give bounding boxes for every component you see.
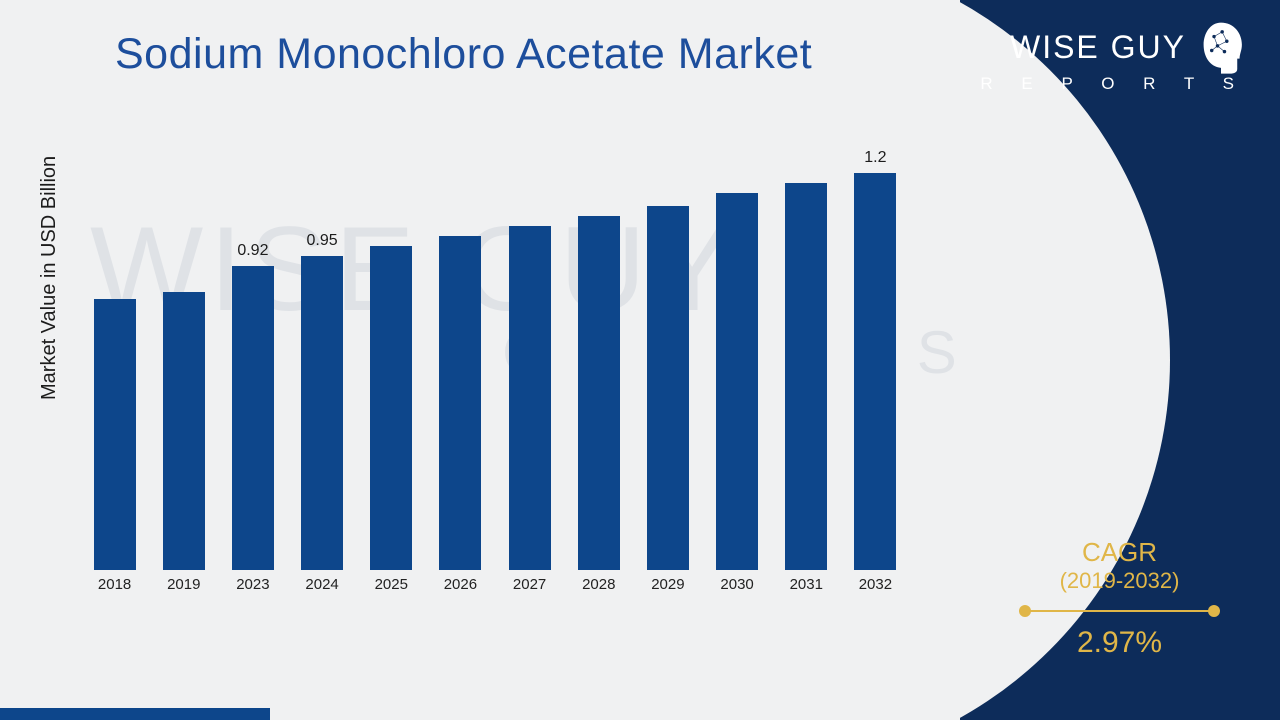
footer-accent-bar bbox=[0, 708, 270, 720]
brand-logo: WISE GUY R E P O R T S bbox=[980, 18, 1250, 94]
bar bbox=[716, 193, 758, 570]
bar-value-label: 0.95 bbox=[292, 232, 352, 250]
chart-title: Sodium Monochloro Acetate Market bbox=[115, 30, 812, 79]
logo-main-row: WISE GUY bbox=[980, 18, 1250, 76]
logo-text-main: WISE GUY bbox=[1010, 29, 1186, 66]
logo-text-sub: R E P O R T S bbox=[980, 74, 1246, 94]
bar-value-label: 1.2 bbox=[845, 149, 905, 167]
bar bbox=[94, 299, 136, 570]
bar-value-label: 0.92 bbox=[223, 242, 283, 260]
x-tick-label: 2019 bbox=[167, 576, 200, 593]
bar bbox=[647, 206, 689, 570]
x-tick-label: 2028 bbox=[582, 576, 615, 593]
bar bbox=[854, 173, 896, 570]
bar bbox=[301, 256, 343, 570]
head-icon bbox=[1192, 18, 1250, 76]
x-tick-label: 2024 bbox=[305, 576, 338, 593]
cagr-value: 2.97% bbox=[1007, 626, 1232, 660]
x-tick-label: 2026 bbox=[444, 576, 477, 593]
bar bbox=[439, 236, 481, 570]
x-tick-label: 2023 bbox=[236, 576, 269, 593]
plot-area: 0.92 0.95 1.2 bbox=[80, 140, 910, 570]
cagr-panel: CAGR (2019-2032) 2.97% bbox=[1007, 537, 1232, 660]
x-tick-label: 2030 bbox=[720, 576, 753, 593]
x-tick-label: 2027 bbox=[513, 576, 546, 593]
cagr-range: (2019-2032) bbox=[1007, 568, 1232, 594]
bar bbox=[509, 226, 551, 570]
chart-canvas: WISE GUY R E P O R T S Sodium Monochloro… bbox=[0, 0, 1280, 720]
bar bbox=[163, 292, 205, 570]
bar-chart: 0.92 0.95 1.2 2018 2019 2023 2024 2025 2026 2027… bbox=[80, 140, 910, 600]
x-tick-label: 2018 bbox=[98, 576, 131, 593]
x-tick-label: 2032 bbox=[859, 576, 892, 593]
bar bbox=[370, 246, 412, 570]
bar bbox=[578, 216, 620, 570]
bar bbox=[785, 183, 827, 570]
x-tick-label: 2029 bbox=[651, 576, 684, 593]
x-tick-label: 2031 bbox=[790, 576, 823, 593]
x-tick-label: 2025 bbox=[375, 576, 408, 593]
cagr-label: CAGR bbox=[1007, 537, 1232, 568]
y-axis-label: Market Value in USD Billion bbox=[38, 156, 61, 400]
bar bbox=[232, 266, 274, 570]
cagr-divider bbox=[1025, 610, 1214, 612]
